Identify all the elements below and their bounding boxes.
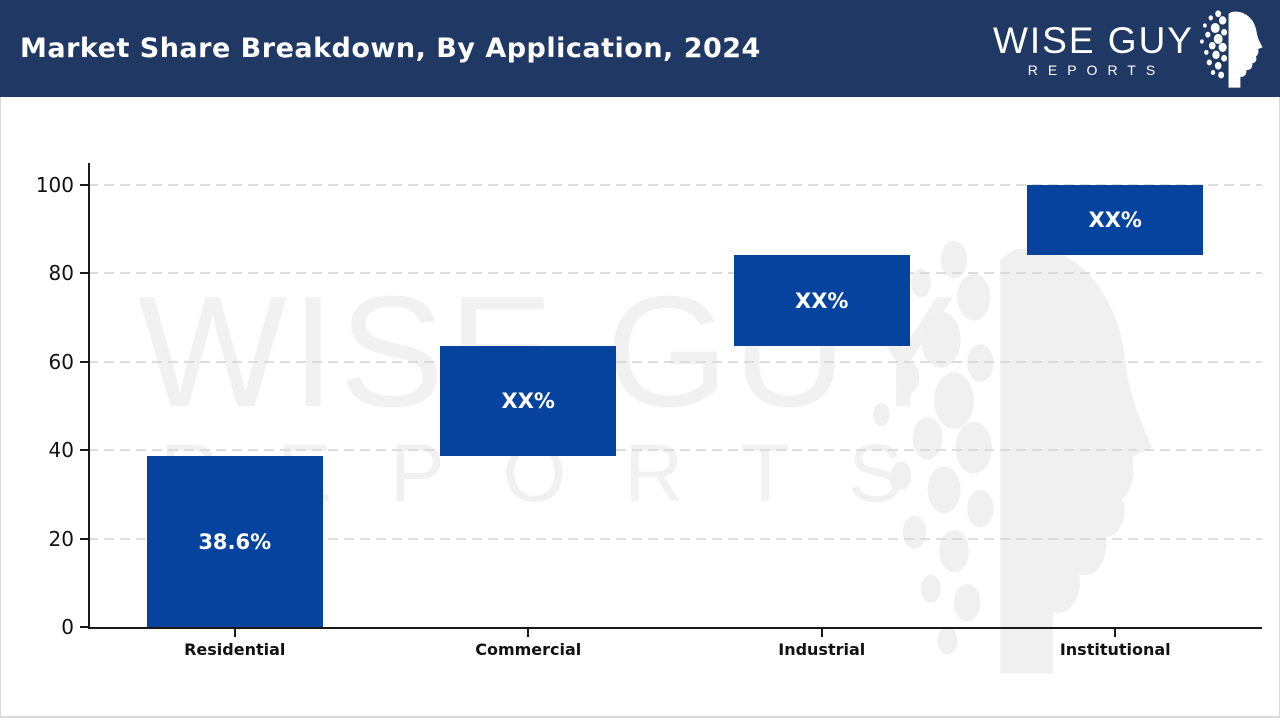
y-tick-label-100: 100 [35,172,74,197]
gridline-y-100 [88,183,1262,186]
gridline-y-20 [88,537,1262,540]
y-tick-80 [80,272,88,274]
y-tick-label-60: 60 [48,349,74,374]
y-tick-40 [80,449,88,451]
y-tick-label-40: 40 [48,438,74,462]
x-tick-industrial [820,629,823,637]
page-title: Market Share Breakdown, By Application, … [20,33,761,64]
bar-institutional: XX% [1027,184,1204,256]
y-tick-label-0: 0 [61,615,74,639]
wiseguy-face-icon [1200,10,1263,88]
bar-value-label: XX% [501,389,555,414]
frame-border-left [0,97,1,716]
y-tick-60 [80,360,88,363]
bar-value-label: 38.6% [198,529,272,554]
y-tick-20 [80,537,88,540]
x-category-label-institutional: Institutional [1059,640,1171,659]
x-category-label-industrial: Industrial [778,640,866,659]
bar-value-label: XX% [1088,207,1142,232]
x-tick-residential [233,629,236,637]
x-tick-commercial [527,629,530,637]
x-axis-line [88,627,1262,629]
bar-value-label: XX% [795,288,849,313]
bar-residential: 38.6% [146,456,323,627]
frame-border-bottom [0,716,1280,718]
y-tick-100 [80,183,88,186]
y-tick-label-80: 80 [48,261,74,285]
y-tick-label-20: 20 [48,526,74,551]
x-category-label-residential: Residential [184,640,286,659]
header-band: Market Share Breakdown, By Application, … [0,0,1280,97]
y-axis-line [88,163,90,629]
gridline-y-80 [88,272,1262,274]
bar-commercial: XX% [440,346,617,457]
wiseguy-logo: WISE GUY REPORTS [993,6,1270,92]
logo-wordmark: WISE GUY [992,19,1194,61]
x-tick-institutional [1114,629,1117,637]
gridline-y-40 [88,449,1262,451]
y-tick-0 [80,626,88,628]
x-category-label-commercial: Commercial [475,640,582,659]
wiseguy-logo-text: WISE GUY REPORTS [993,22,1194,77]
logo-subtitle: REPORTS [1027,61,1166,78]
gridline-y-60 [88,360,1262,363]
bar-industrial: XX% [733,255,910,346]
